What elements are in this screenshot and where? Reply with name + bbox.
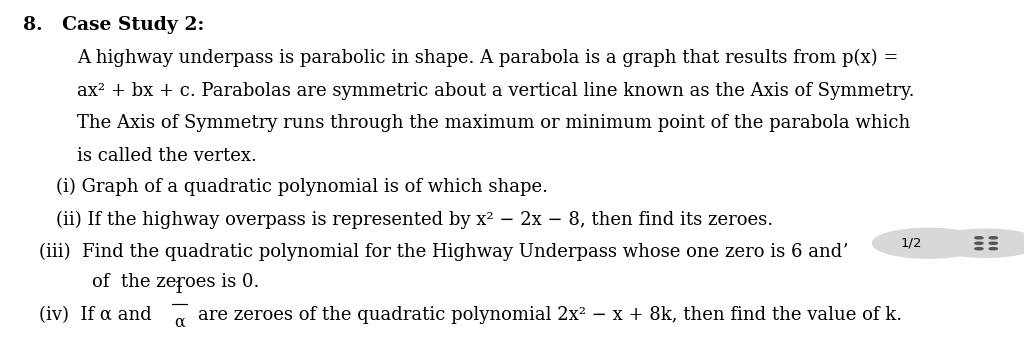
Text: 1: 1 [174,280,184,297]
Circle shape [975,237,983,239]
Text: ax² + bx + c. Parabolas are symmetric about a vertical line known as the Axis of: ax² + bx + c. Parabolas are symmetric ab… [77,82,914,99]
Text: 1/2: 1/2 [900,237,922,250]
Text: A highway underpass is parabolic in shape. A parabola is a graph that results fr: A highway underpass is parabolic in shap… [77,49,898,67]
Text: are zeroes of the quadratic polynomial 2x² − x + 8k, then find the value of k.: are zeroes of the quadratic polynomial 2… [198,306,902,324]
Text: (iii)  Find the quadratic polynomial for the Highway Underpass whose one zero is: (iii) Find the quadratic polynomial for … [39,243,848,262]
Circle shape [989,248,997,250]
Text: The Axis of Symmetry runs through the maximum or minimum point of the parabola w: The Axis of Symmetry runs through the ma… [77,114,910,132]
Text: α: α [174,314,184,331]
Text: 8.   Case Study 2:: 8. Case Study 2: [23,16,204,34]
Text: (iv)  If α and: (iv) If α and [39,306,152,324]
Text: is called the vertex.: is called the vertex. [77,147,257,165]
Circle shape [975,248,983,250]
Circle shape [989,237,997,239]
Text: (i) Graph of a quadratic polynomial is of which shape.: (i) Graph of a quadratic polynomial is o… [56,178,548,196]
Circle shape [975,242,983,244]
Circle shape [989,242,997,244]
Text: of  the zeroes is 0.: of the zeroes is 0. [92,273,259,291]
Text: (ii) If the highway overpass is represented by x² − 2x − 8, then find its zeroes: (ii) If the highway overpass is represen… [56,211,773,229]
Circle shape [933,229,1024,257]
Circle shape [872,228,985,258]
